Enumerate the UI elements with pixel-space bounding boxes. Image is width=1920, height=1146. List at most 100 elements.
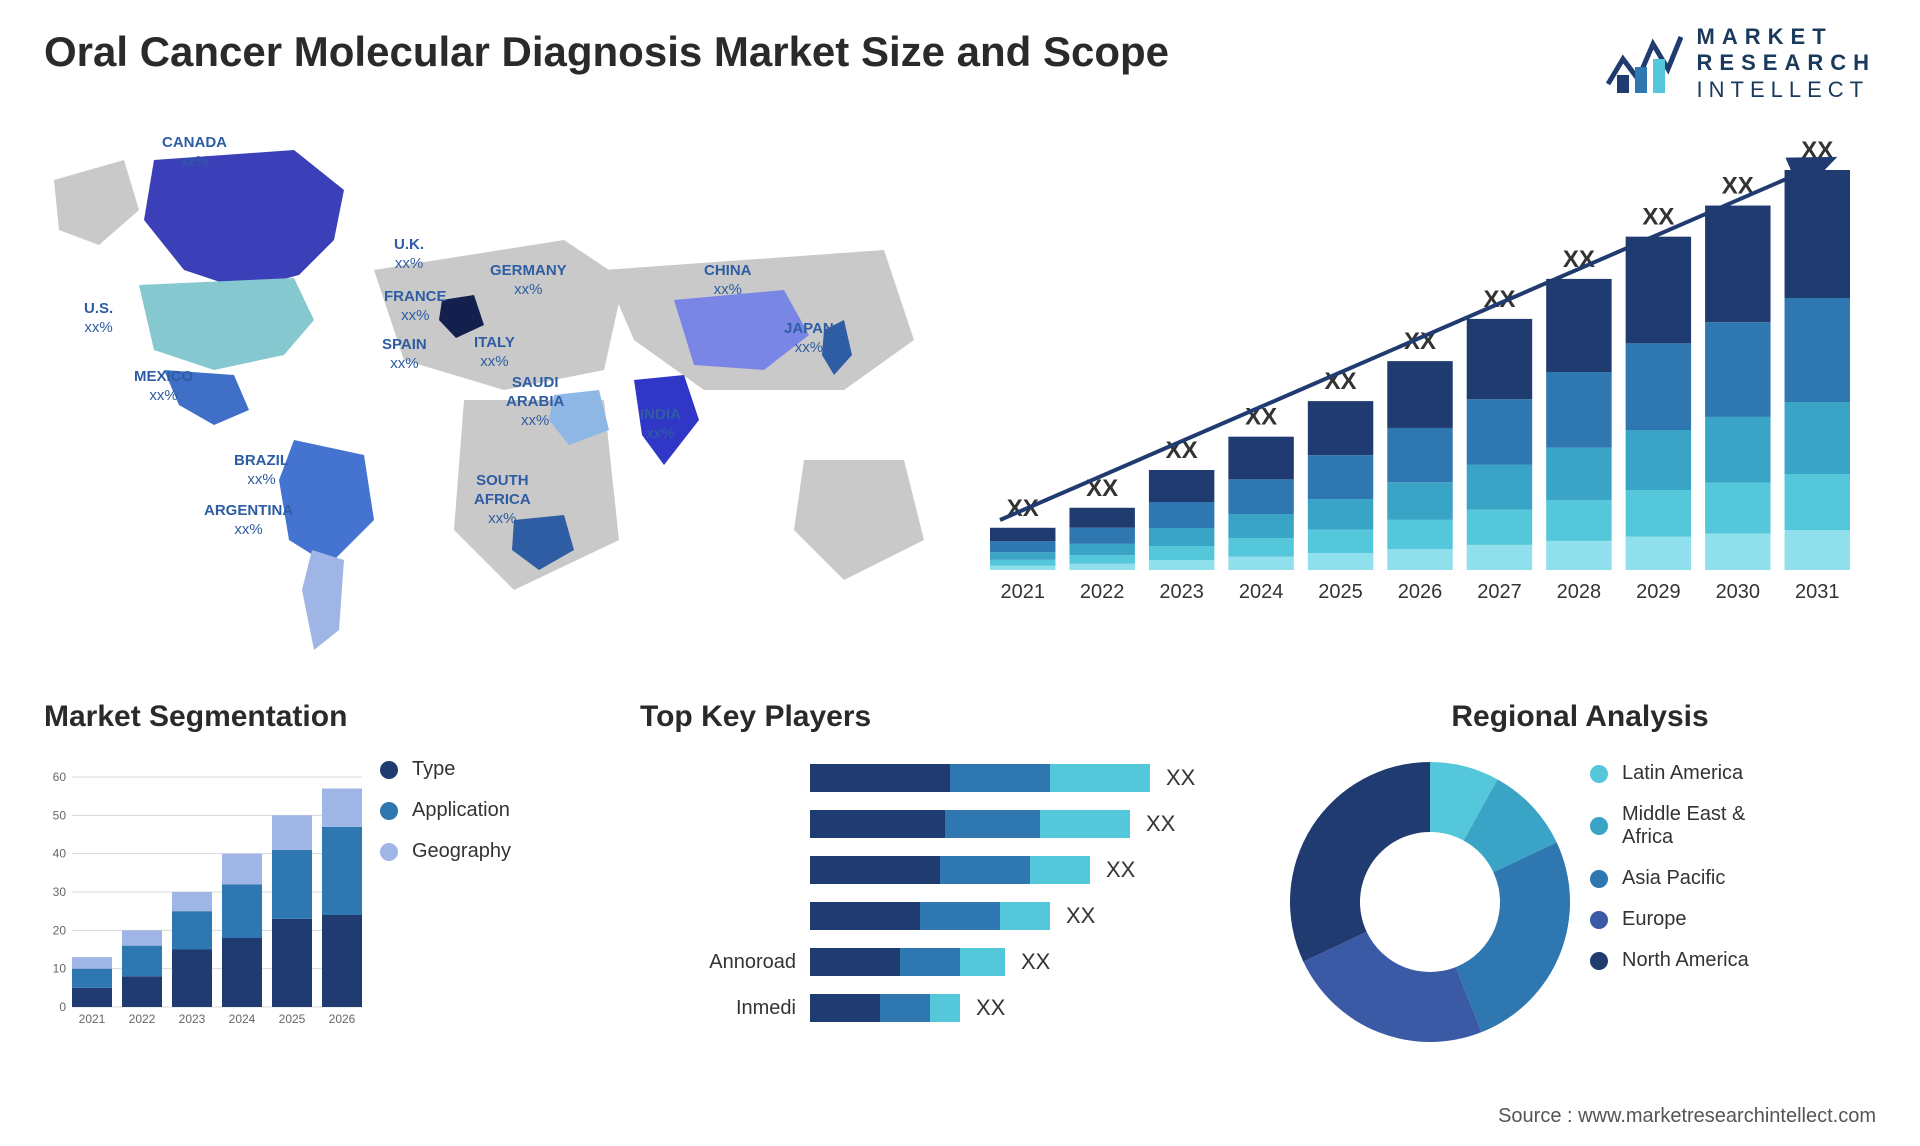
bar-seg (1705, 206, 1770, 323)
svg-text:40: 40 (53, 847, 67, 861)
country-label: CANADAxx% (162, 134, 227, 172)
bar-seg (1467, 545, 1532, 570)
seg-bar (122, 930, 162, 945)
donut-seg (1290, 762, 1430, 962)
bar-seg (1308, 529, 1373, 553)
bar-seg (1069, 564, 1134, 570)
legend-item: Type (380, 758, 511, 781)
bar-seg (1228, 514, 1293, 538)
bar-seg (990, 560, 1055, 566)
player-bar-seg (880, 994, 930, 1022)
bar-seg (1228, 538, 1293, 557)
legend-item: Middle East &Africa (1590, 803, 1749, 849)
svg-text:2026: 2026 (1398, 581, 1443, 603)
player-bar-seg (900, 948, 960, 976)
svg-text:2024: 2024 (229, 1012, 256, 1026)
seg-bar (172, 892, 212, 911)
player-bar (810, 902, 1050, 930)
player-value: XX (1146, 811, 1175, 837)
bar-seg (1149, 502, 1214, 528)
player-value: XX (1021, 949, 1050, 975)
svg-text:XX: XX (1642, 204, 1674, 231)
player-bar-seg (1030, 856, 1090, 884)
seg-bar (322, 915, 362, 1007)
svg-text:30: 30 (53, 885, 67, 899)
bar-seg (1785, 298, 1850, 402)
source-line: Source : www.marketresearchintellect.com (1498, 1105, 1876, 1128)
player-row: InmediXX (640, 992, 1260, 1024)
player-label: Annoroad (640, 951, 810, 974)
bar-seg (1467, 319, 1532, 399)
bar-seg (1069, 528, 1134, 544)
bar-seg (1705, 483, 1770, 534)
svg-text:2030: 2030 (1716, 581, 1761, 603)
svg-text:2025: 2025 (1318, 581, 1363, 603)
bar-seg (1546, 500, 1611, 541)
player-bar-seg (940, 856, 1030, 884)
seg-bar (122, 976, 162, 1007)
country-label: SAUDIARABIAxx% (506, 374, 564, 430)
bar-seg (1069, 508, 1134, 528)
legend-item: Application (380, 799, 511, 822)
donut-chart (1280, 752, 1580, 1052)
bar-seg (1546, 448, 1611, 500)
bar-seg (1387, 482, 1452, 520)
svg-text:2031: 2031 (1795, 581, 1840, 603)
players-chart: XXXXXXXXAnnoroadXXInmediXX (640, 762, 1260, 1024)
seg-bar (322, 827, 362, 915)
bar-seg (1467, 465, 1532, 510)
seg-bar (272, 815, 312, 850)
players-title: Top Key Players (640, 700, 1260, 734)
bar-seg (1149, 546, 1214, 560)
seg-bar (72, 957, 112, 969)
svg-text:2022: 2022 (1080, 581, 1125, 603)
bar-seg (1387, 428, 1452, 482)
legend-item: Europe (1590, 908, 1749, 931)
svg-text:2021: 2021 (1000, 581, 1045, 603)
world-map-panel: CANADAxx%U.S.xx%MEXICOxx%BRAZILxx%ARGENT… (44, 120, 944, 660)
page-title: Oral Cancer Molecular Diagnosis Market S… (44, 28, 1169, 76)
bar-seg (1626, 490, 1691, 537)
player-row: XX (640, 762, 1260, 794)
country-brazil (279, 440, 374, 565)
country-label: SPAINxx% (382, 336, 427, 374)
bar-seg (1785, 402, 1850, 474)
bar-seg (990, 541, 1055, 552)
player-bar-seg (1000, 902, 1050, 930)
player-bar (810, 856, 1090, 884)
player-row: Annoroad XX (640, 946, 1260, 978)
player-bar-seg (950, 764, 1050, 792)
bar-seg (1149, 470, 1214, 502)
player-bar (810, 810, 1130, 838)
bar-seg (1308, 455, 1373, 499)
country-label: FRANCExx% (384, 288, 447, 326)
logo: MARKET RESEARCH INTELLECT (1603, 24, 1876, 103)
country-label: GERMANYxx% (490, 262, 567, 300)
bar-seg (1705, 534, 1770, 570)
seg-bar (172, 950, 212, 1008)
bar-seg (1387, 520, 1452, 549)
player-bar-seg (960, 948, 1005, 976)
segmentation-title: Market Segmentation (44, 700, 614, 734)
main-bar-chart: XX2021XX2022XX2023XX2024XX2025XX2026XX20… (980, 140, 1870, 630)
country-label: ARGENTINAxx% (204, 502, 293, 540)
player-bar-seg (810, 948, 900, 976)
player-bar (810, 764, 1150, 792)
player-label: Inmedi (640, 997, 810, 1020)
regional-legend: Latin AmericaMiddle East &AfricaAsia Pac… (1590, 762, 1749, 990)
bar-seg (1228, 557, 1293, 570)
bar-seg (1387, 361, 1452, 428)
bar-seg (1546, 279, 1611, 372)
bar-seg (1626, 237, 1691, 344)
country-label: BRAZILxx% (234, 452, 289, 490)
player-bar-seg (810, 810, 945, 838)
player-row: XX (640, 900, 1260, 932)
legend-item: North America (1590, 949, 1749, 972)
player-bar-seg (810, 764, 950, 792)
seg-bar (272, 919, 312, 1007)
bar-seg (1546, 541, 1611, 570)
segmentation-legend: TypeApplicationGeography (380, 758, 511, 881)
bar-seg (990, 528, 1055, 542)
bar-seg (1546, 372, 1611, 448)
svg-text:2026: 2026 (329, 1012, 356, 1026)
